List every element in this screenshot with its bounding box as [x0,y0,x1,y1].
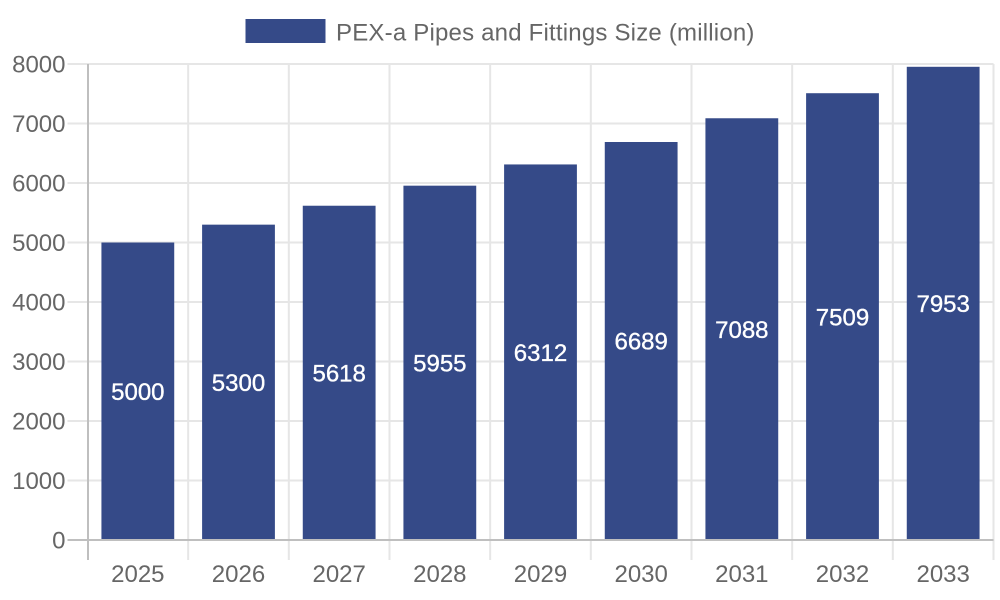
svg-text:4000: 4000 [12,290,65,317]
svg-text:7000: 7000 [12,111,65,138]
svg-text:5300: 5300 [212,370,265,397]
svg-text:6689: 6689 [614,329,667,356]
svg-text:PEX-a Pipes and Fittings Size: PEX-a Pipes and Fittings Size (million) [336,20,755,47]
svg-text:7509: 7509 [816,304,869,331]
svg-text:2031: 2031 [715,561,768,588]
svg-text:5000: 5000 [12,230,65,257]
svg-text:2000: 2000 [12,409,65,436]
svg-text:5000: 5000 [111,379,164,406]
svg-text:7088: 7088 [715,317,768,344]
svg-text:2029: 2029 [514,561,567,588]
svg-text:5955: 5955 [413,351,466,378]
svg-text:8000: 8000 [12,52,65,79]
svg-text:2026: 2026 [212,561,265,588]
svg-text:3000: 3000 [12,349,65,376]
svg-text:6000: 6000 [12,171,65,198]
svg-text:2030: 2030 [614,561,667,588]
svg-text:1000: 1000 [12,468,65,495]
svg-text:0: 0 [52,528,65,555]
svg-text:7953: 7953 [916,291,969,318]
svg-text:2027: 2027 [312,561,365,588]
svg-text:2028: 2028 [413,561,466,588]
svg-text:2032: 2032 [816,561,869,588]
svg-text:6312: 6312 [514,340,567,367]
svg-text:5618: 5618 [312,361,365,388]
svg-text:2025: 2025 [111,561,164,588]
svg-text:2033: 2033 [916,561,969,588]
